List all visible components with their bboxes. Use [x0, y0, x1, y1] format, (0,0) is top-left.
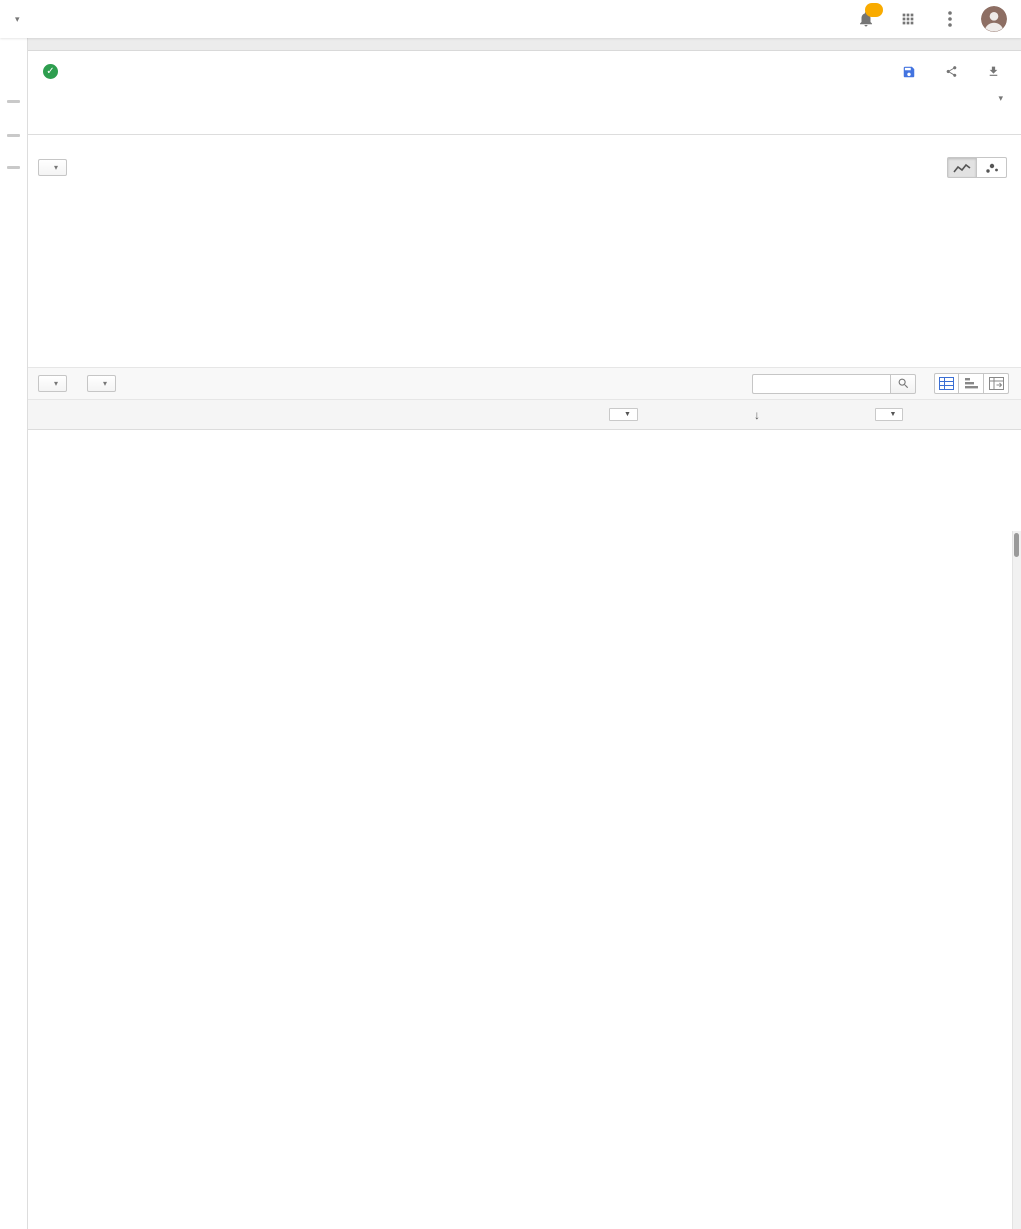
export-download-icon	[989, 66, 998, 76]
account-selector[interactable]: ▾	[10, 14, 20, 25]
sidebar-item-mark	[7, 100, 20, 103]
table-view-icon[interactable]	[934, 373, 959, 394]
chevron-down-icon: ▼	[889, 410, 897, 418]
motion-chart-icon[interactable]	[977, 157, 1007, 178]
avatar[interactable]	[981, 6, 1007, 32]
export-button[interactable]	[987, 65, 1005, 79]
chart-type-switch	[947, 157, 1007, 178]
pageviews-column-select[interactable]: ▼	[609, 408, 638, 421]
report-tabs	[28, 107, 1021, 135]
line-chart-icon[interactable]	[947, 157, 977, 178]
secondary-dimension-select[interactable]: ▾	[38, 375, 68, 392]
table-toolbar: ▾ ▾	[28, 367, 1021, 400]
chevron-down-icon: ▾	[54, 163, 59, 172]
metric-selector-row: ▾	[28, 149, 1021, 182]
notifications-bell-icon[interactable]	[855, 3, 883, 30]
chevron-down-icon: ▾	[103, 379, 108, 388]
scrollbar-thumb[interactable]	[1014, 533, 1019, 557]
save-floppy-icon	[903, 66, 915, 77]
share-icon	[946, 66, 957, 77]
pivot-view-icon[interactable]	[984, 373, 1009, 394]
chevron-down-icon: ▼	[624, 411, 631, 418]
chart-area	[28, 190, 1021, 347]
date-range-picker[interactable]: ▾	[991, 93, 1003, 104]
segment-picker: ▾	[28, 85, 1021, 103]
sidebar-item-mark	[7, 166, 20, 169]
collapsed-sidebar[interactable]	[0, 38, 28, 1229]
metric-select[interactable]: ▾	[38, 159, 68, 176]
share-button[interactable]	[945, 65, 963, 79]
explorer-subtabs	[28, 135, 1021, 149]
report-header: ✓	[28, 51, 1021, 85]
chevron-down-icon: ▾	[998, 93, 1003, 103]
table-header-row: ▼ ↓ ▼	[28, 400, 1021, 430]
report-card: ✓ ▾ ▾	[28, 50, 1021, 1229]
percentage-view-icon[interactable]	[959, 373, 984, 394]
metric-column-select[interactable]: ▼	[874, 407, 904, 421]
sidebar-item-mark	[7, 134, 20, 137]
primary-dimension-row	[28, 347, 1021, 367]
table-scrollbar[interactable]	[1012, 531, 1021, 1229]
notification-badge	[865, 3, 883, 17]
kebab-menu-icon[interactable]	[939, 8, 961, 30]
sort-descending-icon[interactable]: ↓	[754, 407, 760, 422]
sort-type-select[interactable]: ▾	[87, 375, 117, 392]
search-icon[interactable]	[890, 373, 916, 394]
apps-grid-icon[interactable]	[897, 8, 919, 30]
chevron-down-icon: ▾	[54, 379, 59, 388]
top-app-bar: ▾	[0, 0, 1021, 38]
search-input[interactable]	[752, 373, 890, 394]
chevron-down-icon: ▾	[15, 13, 20, 24]
verified-check-icon: ✓	[43, 64, 58, 79]
timeseries-chart[interactable]	[40, 192, 340, 342]
chart-legend	[28, 182, 1021, 190]
save-button[interactable]	[902, 65, 921, 79]
